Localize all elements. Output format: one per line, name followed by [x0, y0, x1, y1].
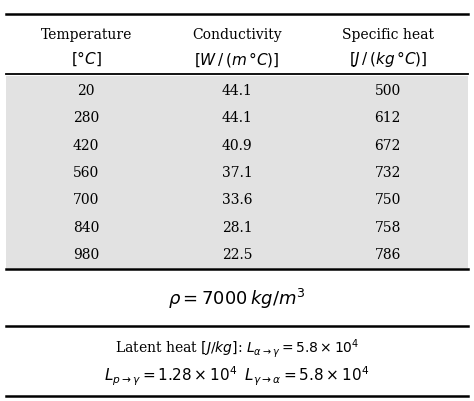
- Text: $\left[°C\right]$: $\left[°C\right]$: [71, 50, 101, 68]
- Text: 612: 612: [374, 111, 401, 125]
- Text: Temperature: Temperature: [40, 28, 132, 42]
- Text: 700: 700: [73, 193, 100, 207]
- Text: 22.5: 22.5: [222, 247, 252, 261]
- Text: $L_{p\rightarrow\gamma} = 1.28\times10^4\;\;L_{\gamma\rightarrow\alpha} = 5.8\ti: $L_{p\rightarrow\gamma} = 1.28\times10^4…: [104, 363, 370, 387]
- Bar: [6, 77, 468, 268]
- Text: 500: 500: [374, 84, 401, 98]
- Text: 980: 980: [73, 247, 100, 261]
- Text: 420: 420: [73, 138, 100, 152]
- Text: 786: 786: [374, 247, 401, 261]
- Text: Specific heat: Specific heat: [342, 28, 434, 42]
- Text: 33.6: 33.6: [222, 193, 252, 207]
- Text: Latent heat $\left[J/kg\right]$: $L_{\alpha\rightarrow\gamma} = 5.8\times10^4$: Latent heat $\left[J/kg\right]$: $L_{\al…: [115, 336, 359, 359]
- Text: 758: 758: [374, 220, 401, 234]
- Text: 20: 20: [77, 84, 95, 98]
- Text: 560: 560: [73, 166, 100, 180]
- Text: 44.1: 44.1: [221, 84, 253, 98]
- Text: 750: 750: [374, 193, 401, 207]
- Text: 40.9: 40.9: [222, 138, 252, 152]
- Text: 280: 280: [73, 111, 100, 125]
- Text: 44.1: 44.1: [221, 111, 253, 125]
- Text: $\left[W\,/\,(m\,°C)\right]$: $\left[W\,/\,(m\,°C)\right]$: [194, 50, 280, 69]
- Text: 28.1: 28.1: [222, 220, 252, 234]
- Text: 732: 732: [374, 166, 401, 180]
- Text: 840: 840: [73, 220, 100, 234]
- Text: $\rho = 7000\,kg/m^3$: $\rho = 7000\,kg/m^3$: [168, 286, 306, 310]
- Text: 672: 672: [374, 138, 401, 152]
- Text: $\left[J\,/\,(kg\,°C)\right]$: $\left[J\,/\,(kg\,°C)\right]$: [348, 49, 427, 69]
- Text: Conductivity: Conductivity: [192, 28, 282, 42]
- Text: 37.1: 37.1: [222, 166, 252, 180]
